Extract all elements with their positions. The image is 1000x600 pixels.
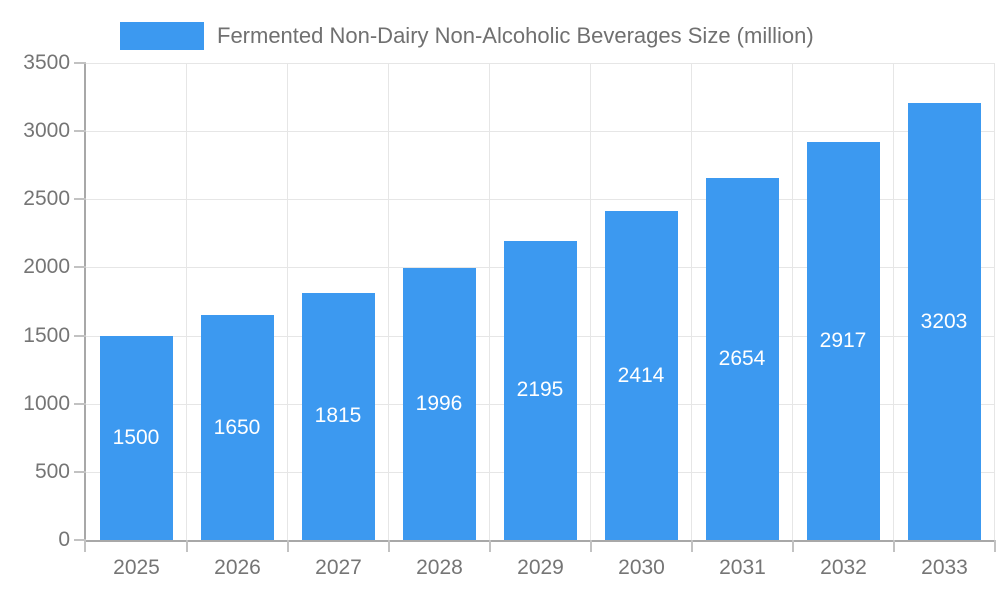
y-axis-tick-label: 3500 [23, 51, 70, 74]
x-axis-tick [994, 540, 996, 552]
bar: 2654 [705, 178, 779, 540]
y-axis-tick-label: 0 [58, 528, 70, 551]
bar: 1996 [402, 267, 476, 540]
bar-value-label: 3203 [920, 309, 968, 333]
legend[interactable]: Fermented Non-Dairy Non-Alcoholic Bevera… [120, 22, 814, 50]
category-column: 2414 [591, 63, 692, 540]
bar: 2414 [604, 211, 678, 540]
x-axis-tick [286, 540, 289, 552]
x-axis-tick-label: 2030 [618, 556, 665, 579]
y-axis-tick [74, 402, 86, 405]
x-axis-tick [892, 540, 895, 552]
bar: 1815 [301, 292, 375, 540]
bar: 3203 [907, 103, 981, 540]
bar-value-label: 1500 [112, 425, 160, 449]
plot-area: 1500 1650 1815 1996 2195 2414 2654 2917 3203 0 50… [23, 51, 996, 579]
bar-value-label: 2414 [617, 363, 665, 387]
legend-label: Fermented Non-Dairy Non-Alcoholic Bevera… [217, 23, 814, 48]
bar-value-label: 1650 [213, 415, 261, 439]
category-column: 1996 [389, 63, 490, 540]
x-axis-tick [387, 540, 390, 552]
y-gridline [86, 63, 995, 64]
bar-value-label: 2195 [516, 378, 564, 402]
legend-swatch [120, 22, 204, 50]
bar: 1650 [200, 315, 274, 540]
x-axis-tick [84, 540, 86, 552]
bar: 2917 [806, 142, 880, 540]
y-axis-tick-label: 1000 [23, 391, 70, 415]
x-axis-tick [488, 540, 491, 552]
bar-value-label: 2917 [819, 329, 867, 353]
x-axis-tick-label: 2025 [113, 556, 160, 579]
category-column: 1500 [86, 63, 187, 540]
y-axis-tick [74, 130, 86, 133]
bar: 2195 [503, 240, 577, 540]
category-column: 1650 [187, 63, 288, 540]
bars-container: 1500 1650 1815 1996 2195 2414 2654 2917 3203 [86, 63, 995, 540]
y-axis-tick-label: 1500 [23, 323, 70, 347]
bar-value-label: 2654 [718, 347, 766, 371]
x-axis-tick-label: 2028 [416, 556, 463, 579]
x-axis-tick [690, 540, 693, 552]
y-gridline [86, 199, 995, 201]
y-axis-tick [74, 334, 86, 337]
x-axis-tick-label: 2031 [719, 556, 766, 579]
x-axis-tick-label: 2032 [820, 556, 867, 579]
category-column: 2917 [793, 63, 894, 540]
x-axis-tick [792, 540, 794, 552]
x-axis-tick [590, 540, 592, 552]
x-axis-tick-label: 2027 [315, 556, 362, 579]
y-axis-tick-label: 500 [34, 459, 70, 483]
y-axis-tick [74, 470, 86, 473]
x-axis-tick [185, 540, 188, 552]
y-axis-tick-label: 2500 [23, 187, 70, 211]
x-axis-tick-label: 2026 [214, 556, 261, 579]
x-axis-tick-label: 2029 [517, 556, 564, 579]
y-axis-tick [74, 539, 86, 541]
category-column: 2654 [692, 63, 793, 540]
y-axis-tick [74, 198, 86, 201]
y-axis-tick [74, 62, 86, 64]
x-axis-tick-label: 2033 [921, 556, 968, 579]
category-column: 3203 [894, 63, 995, 540]
y-axis-tick [74, 266, 86, 269]
y-axis-tick-label: 3000 [23, 119, 70, 143]
category-column: 2195 [490, 63, 591, 540]
bar-value-label: 1996 [415, 391, 463, 415]
y-gridline [86, 131, 995, 133]
category-column: 1815 [288, 63, 389, 540]
bar-value-label: 1815 [314, 404, 362, 428]
y-axis-tick-label: 2000 [23, 255, 70, 279]
bar: 1500 [99, 335, 173, 540]
